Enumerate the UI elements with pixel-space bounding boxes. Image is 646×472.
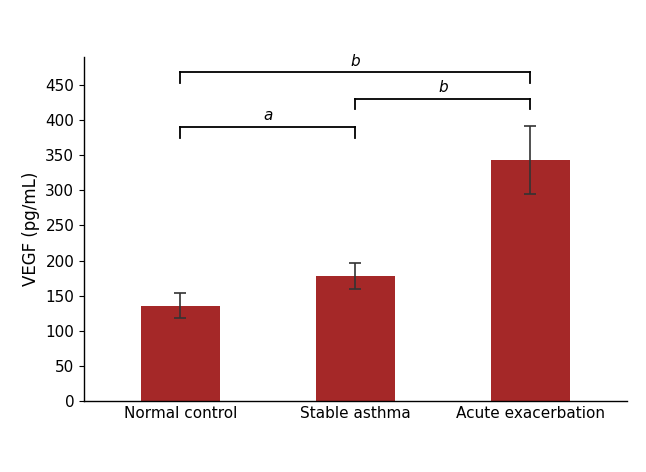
Bar xyxy=(141,305,220,401)
Text: b: b xyxy=(351,54,360,68)
Y-axis label: VEGF (pg/mL): VEGF (pg/mL) xyxy=(22,172,39,286)
Bar xyxy=(491,160,570,401)
Text: a: a xyxy=(263,108,273,123)
Text: b: b xyxy=(438,80,448,95)
Bar xyxy=(316,276,395,401)
